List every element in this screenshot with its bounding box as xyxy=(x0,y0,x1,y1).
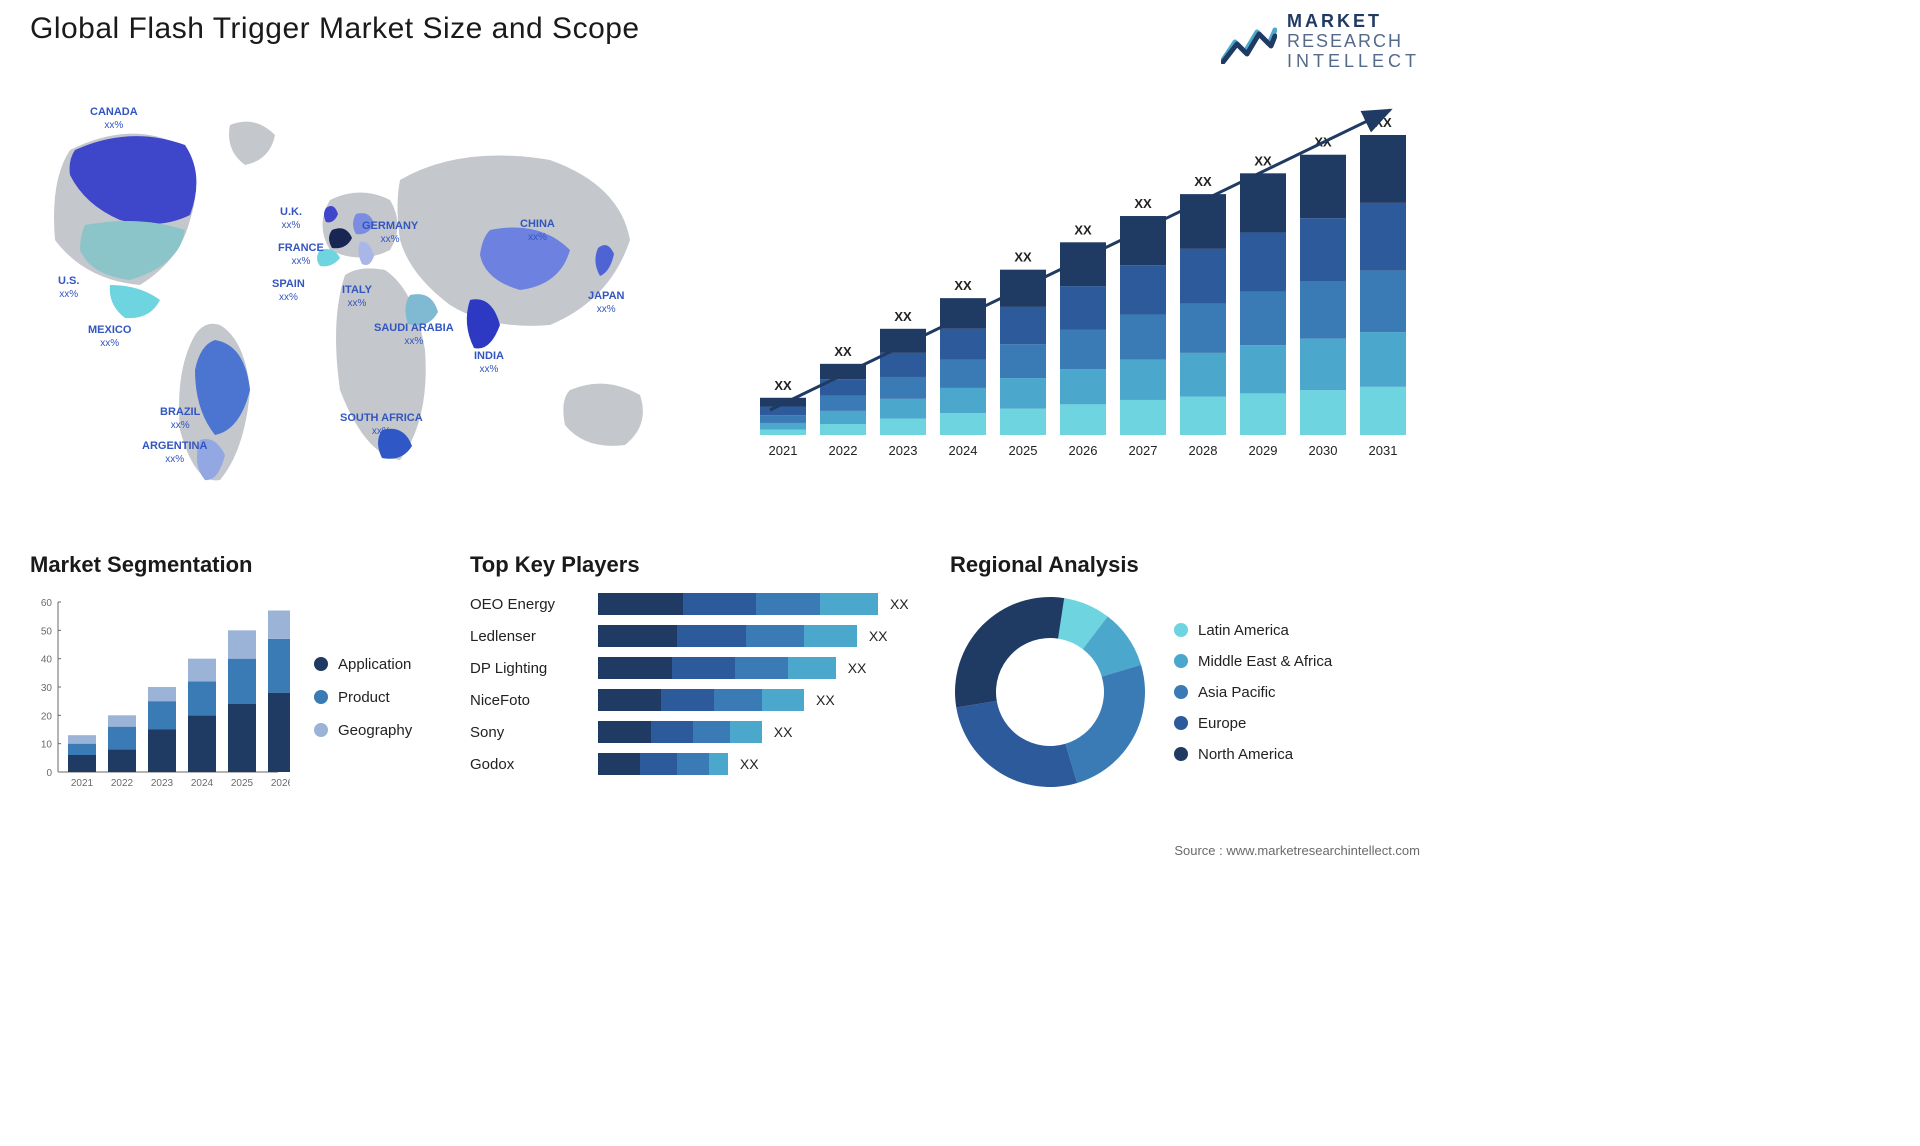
svg-text:2022: 2022 xyxy=(111,778,134,789)
legend-item: Geography xyxy=(314,722,412,739)
svg-text:2027: 2027 xyxy=(1129,443,1158,458)
legend-item: Europe xyxy=(1174,715,1332,732)
page-title: Global Flash Trigger Market Size and Sco… xyxy=(30,12,640,46)
regional-title: Regional Analysis xyxy=(950,552,1420,578)
key-players-bars: XX XX XX XX XX XX xyxy=(598,592,920,776)
svg-text:XX: XX xyxy=(774,378,792,393)
key-player-label: OEO Energy xyxy=(470,592,580,616)
svg-text:0: 0 xyxy=(46,768,52,779)
key-players-title: Top Key Players xyxy=(470,552,920,578)
svg-text:XX: XX xyxy=(894,309,912,324)
segmentation-title: Market Segmentation xyxy=(30,552,440,578)
legend-item: Product xyxy=(314,689,412,706)
svg-text:XX: XX xyxy=(1194,174,1212,189)
key-player-row: XX xyxy=(598,688,920,712)
logo-text-1: MARKET xyxy=(1287,12,1420,32)
svg-text:2023: 2023 xyxy=(889,443,918,458)
source-text: Source : www.marketresearchintellect.com xyxy=(1174,843,1420,858)
key-player-label: Sony xyxy=(470,720,580,744)
key-players-labels: OEO Energy Ledlenser DP Lighting NiceFoto So… xyxy=(470,592,580,776)
svg-text:2024: 2024 xyxy=(949,443,978,458)
legend-item: Application xyxy=(314,656,412,673)
svg-text:XX: XX xyxy=(834,344,852,359)
key-player-label: Ledlenser xyxy=(470,624,580,648)
svg-text:20: 20 xyxy=(41,711,53,722)
svg-text:2024: 2024 xyxy=(191,778,214,789)
legend-item: Latin America xyxy=(1174,622,1332,639)
svg-text:10: 10 xyxy=(41,740,53,751)
svg-text:2026: 2026 xyxy=(1069,443,1098,458)
segmentation-chart: 0 10 20 30 40 50 60 2021 2022 2023 2024 2025 2026 xyxy=(30,592,290,802)
regional-panel: Regional Analysis Latin America Middle Ea… xyxy=(950,552,1420,812)
key-player-row: XX xyxy=(598,752,920,776)
svg-text:XX: XX xyxy=(1014,250,1032,265)
svg-text:2029: 2029 xyxy=(1249,443,1278,458)
svg-text:2030: 2030 xyxy=(1309,443,1338,458)
logo-icon xyxy=(1221,20,1277,64)
key-player-row: XX xyxy=(598,624,920,648)
svg-text:XX: XX xyxy=(1074,222,1092,237)
key-players-panel: Top Key Players OEO Energy Ledlenser DP Li… xyxy=(470,552,920,812)
key-player-row: XX xyxy=(598,656,920,680)
legend-item: North America xyxy=(1174,746,1332,763)
svg-text:2031: 2031 xyxy=(1369,443,1398,458)
svg-text:2025: 2025 xyxy=(231,778,254,789)
svg-text:30: 30 xyxy=(41,683,53,694)
svg-text:XX: XX xyxy=(1134,196,1152,211)
svg-text:2025: 2025 xyxy=(1009,443,1038,458)
svg-text:2028: 2028 xyxy=(1189,443,1218,458)
svg-text:40: 40 xyxy=(41,655,53,666)
svg-text:2026: 2026 xyxy=(271,778,290,789)
key-player-label: Godox xyxy=(470,752,580,776)
key-player-label: NiceFoto xyxy=(470,688,580,712)
legend-item: Asia Pacific xyxy=(1174,684,1332,701)
svg-text:50: 50 xyxy=(41,626,53,637)
key-player-row: XX xyxy=(598,720,920,744)
segmentation-legend: Application Product Geography xyxy=(314,656,412,739)
key-player-row: XX xyxy=(598,592,920,616)
svg-text:XX: XX xyxy=(954,278,972,293)
brand-logo: MARKET RESEARCH INTELLECT xyxy=(1221,12,1420,71)
svg-text:2021: 2021 xyxy=(769,443,798,458)
legend-item: Middle East & Africa xyxy=(1174,653,1332,670)
logo-text-3: INTELLECT xyxy=(1287,52,1420,72)
growth-bar-chart: XX 2021 XX 2022 XX 2023 XX 2024 XX 2025 XX 2026 XX 20… xyxy=(740,90,1420,470)
segmentation-panel: Market Segmentation 0 10 20 30 40 50 60 2021 202… xyxy=(30,552,440,812)
regional-legend: Latin America Middle East & Africa Asia Pa… xyxy=(1174,622,1332,763)
svg-text:2021: 2021 xyxy=(71,778,94,789)
svg-text:2022: 2022 xyxy=(829,443,858,458)
logo-text-2: RESEARCH xyxy=(1287,32,1420,52)
world-map: CANADAxx%U.S.xx%MEXICOxx%BRAZILxx%ARGENT… xyxy=(30,90,690,490)
svg-text:2023: 2023 xyxy=(151,778,174,789)
svg-text:XX: XX xyxy=(1254,153,1272,168)
regional-donut xyxy=(950,592,1150,792)
key-player-label: DP Lighting xyxy=(470,656,580,680)
svg-text:60: 60 xyxy=(41,598,53,609)
